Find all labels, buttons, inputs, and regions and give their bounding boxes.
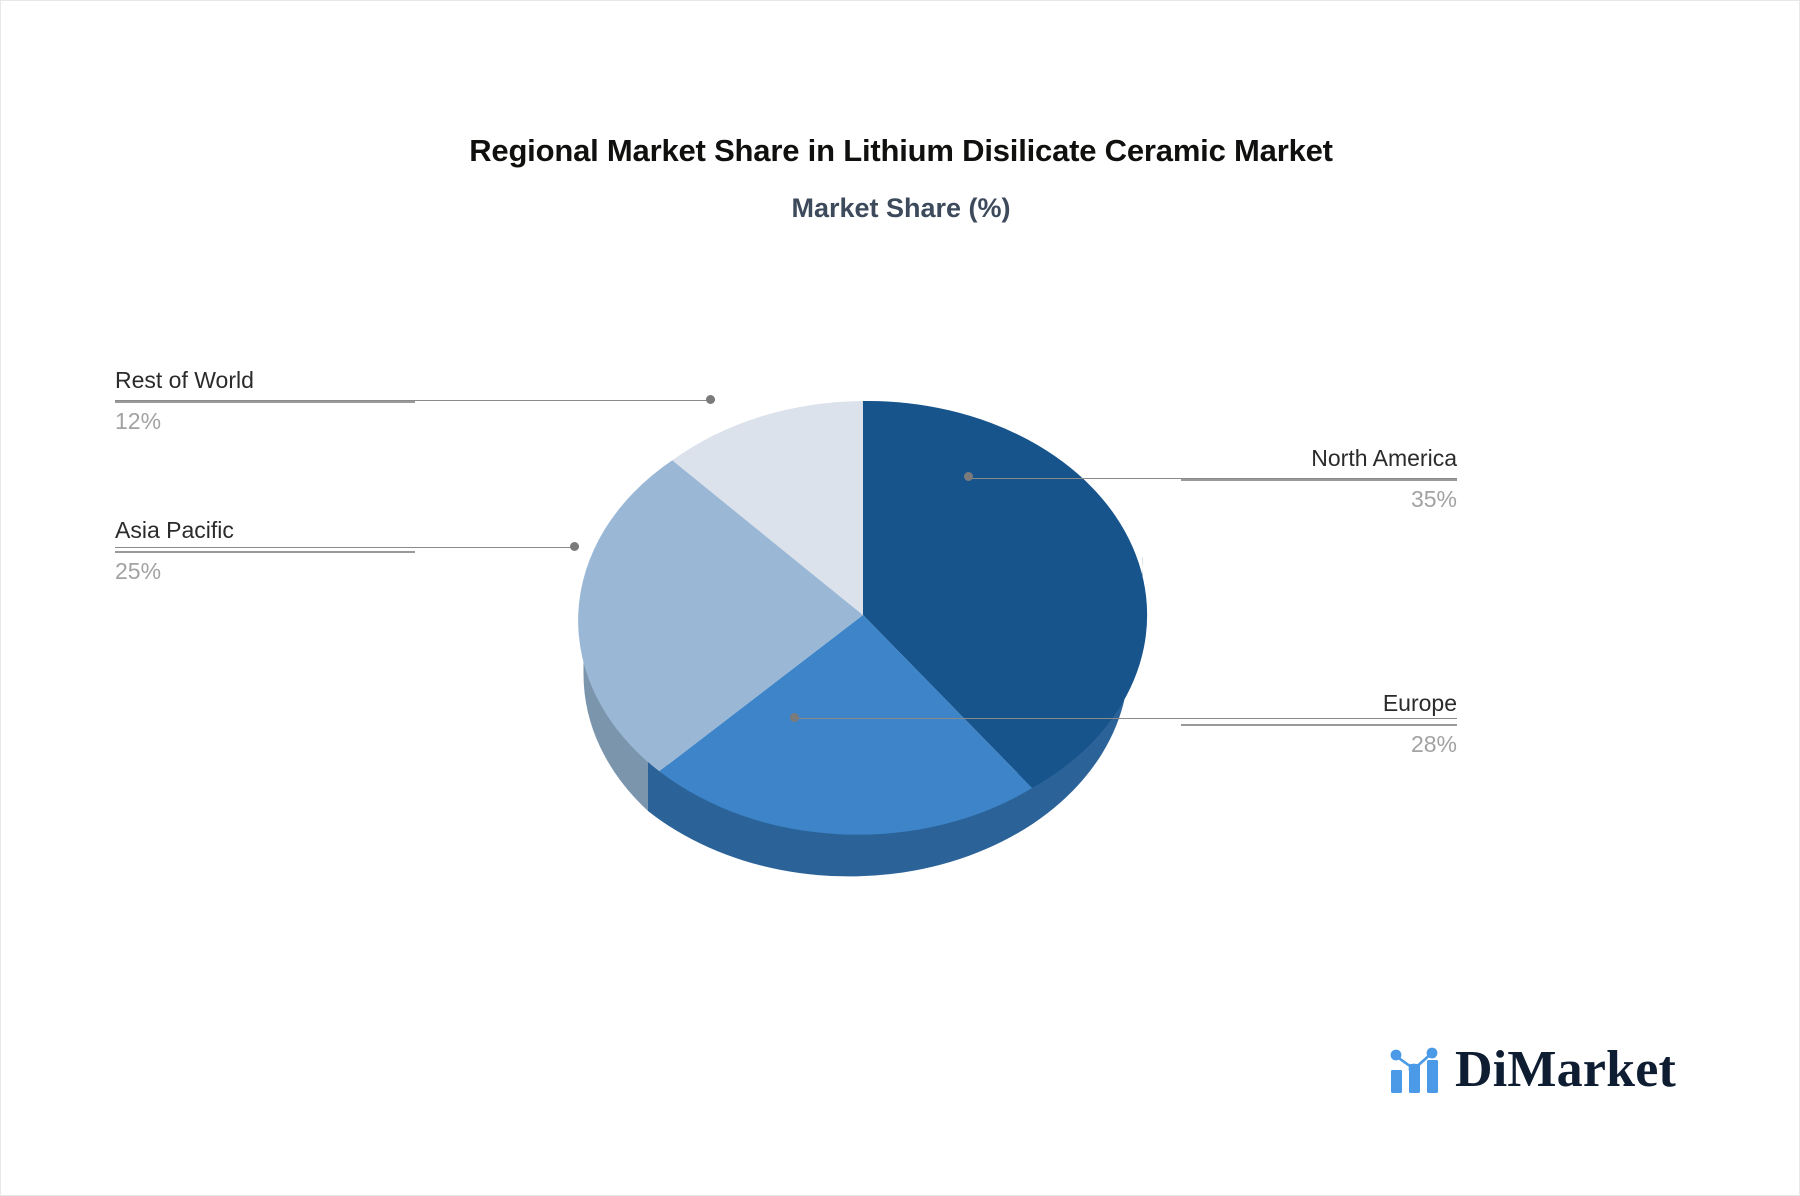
- data-label-rule: [115, 400, 415, 403]
- data-label-rest-of-world: Rest of World 12%: [115, 366, 415, 436]
- pie-chart: [573, 371, 1223, 971]
- data-label-name: Asia Pacific: [115, 517, 234, 543]
- leader-dot-asia-pacific: [570, 542, 579, 551]
- data-label-value: 28%: [1410, 730, 1457, 757]
- data-label-value: 25%: [115, 557, 162, 584]
- page-title: Regional Market Share in Lithium Disilic…: [469, 133, 1333, 168]
- leader-line-north-america: [971, 478, 1457, 479]
- bar-chart-dots-icon: [1390, 1047, 1438, 1093]
- data-label-europe: Europe 28%: [1181, 689, 1457, 759]
- data-label-north-america: North America 35%: [1181, 444, 1457, 514]
- brand-logo: DiMarket: [1387, 1044, 1676, 1096]
- pie-slice-asia-pacific[interactable]: [578, 460, 863, 772]
- data-label-value: 12%: [115, 407, 162, 434]
- leader-line-europe: [796, 718, 1457, 719]
- pie-slice-north-america[interactable]: [863, 400, 1148, 788]
- leader-line-asia-pacific: [115, 547, 579, 548]
- leader-line-rest-of-world: [115, 400, 715, 401]
- leader-dot-europe: [790, 713, 799, 722]
- data-label-rule: [115, 550, 415, 553]
- pie-chart-svg: [578, 400, 1148, 877]
- data-label-value: 35%: [1410, 485, 1457, 512]
- leader-dot-north-america: [964, 472, 973, 481]
- pie-slices: [578, 400, 1148, 835]
- brand-name: DiMarket: [1455, 1041, 1677, 1098]
- data-label-rule: [1181, 478, 1457, 481]
- pie-slice-europe[interactable]: [659, 615, 1033, 835]
- data-label-name: Rest of World: [115, 367, 254, 393]
- pie-slice-rest-of-world[interactable]: [672, 401, 863, 615]
- data-label-rule: [1181, 723, 1457, 726]
- pie-side-asia-pacific: [583, 615, 648, 811]
- leader-dot-rest-of-world: [706, 395, 715, 404]
- chart-subtitle: Market Share (%): [791, 193, 1011, 223]
- data-label-name: Europe: [1382, 690, 1457, 716]
- data-label-name: North America: [1311, 445, 1457, 471]
- data-label-asia-pacific: Asia Pacific 25%: [115, 516, 415, 586]
